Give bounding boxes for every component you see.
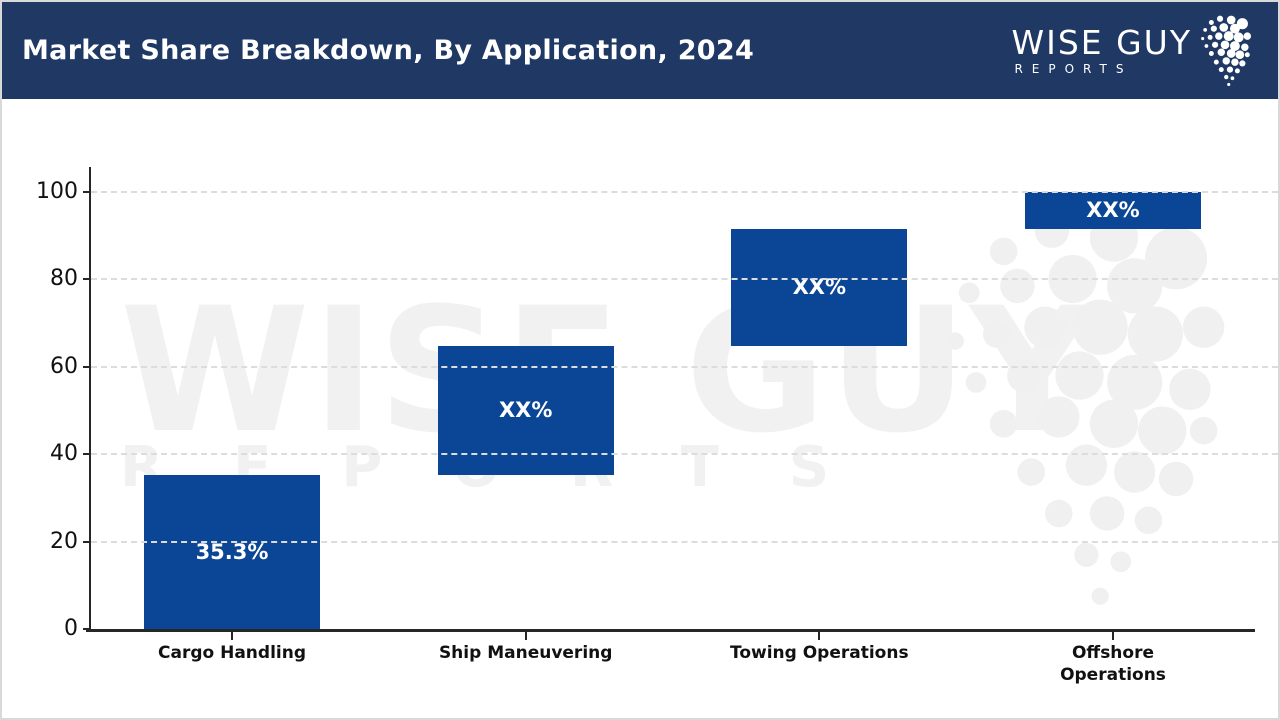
y-tick-label: 80 (50, 266, 78, 291)
x-axis-line (86, 629, 1255, 632)
y-tick-label: 60 (50, 353, 78, 379)
gridline (91, 540, 1278, 543)
x-tick-mark (231, 632, 233, 640)
x-tick-mark (1112, 632, 1114, 640)
y-tick-label: 40 (50, 441, 78, 466)
brand-logo-text: WISE GUY REPORTS (1011, 26, 1192, 76)
bar-value-label: XX% (498, 398, 553, 423)
y-tick-label: 0 (64, 616, 78, 641)
y-tick-mark (83, 278, 91, 280)
chart-title: Market Share Breakdown, By Application, … (22, 35, 755, 66)
brand-logo: WISE GUY REPORTS (1011, 15, 1256, 87)
category-label: Cargo Handling (158, 643, 306, 663)
category-label: Towing Operations (729, 643, 909, 663)
bar-segment: XX% (731, 229, 908, 346)
bar-segment: 35.3% (144, 474, 320, 629)
category-label: Ship Maneuvering (438, 643, 613, 663)
bar-value-label: 35.3% (195, 539, 269, 564)
x-tick-mark (818, 632, 821, 640)
gridline (91, 190, 1278, 193)
header-bar: Market Share Breakdown, By Application, … (2, 2, 1278, 99)
gridline (91, 365, 1278, 368)
y-tick-mark (83, 453, 91, 455)
gridline (91, 453, 1278, 455)
y-tick-mark (83, 190, 91, 193)
category-label: Offshore Operations (1060, 643, 1166, 686)
y-axis-line (89, 167, 91, 631)
x-tick-mark (524, 632, 527, 640)
y-tick-label: 20 (50, 528, 78, 554)
logo-dotted-head-icon (1201, 15, 1252, 86)
brand-subname: REPORTS (1014, 61, 1133, 76)
gridline (91, 278, 1278, 280)
bar-segment: XX% (1025, 191, 1201, 230)
brand-name: WISE GUY (1011, 22, 1192, 62)
y-tick-label: 100 (36, 178, 78, 204)
watermark-dotted-head-icon (946, 213, 1225, 605)
bar-value-label: XX% (1086, 198, 1140, 223)
y-tick-mark (83, 365, 91, 368)
y-tick-mark (83, 540, 91, 543)
